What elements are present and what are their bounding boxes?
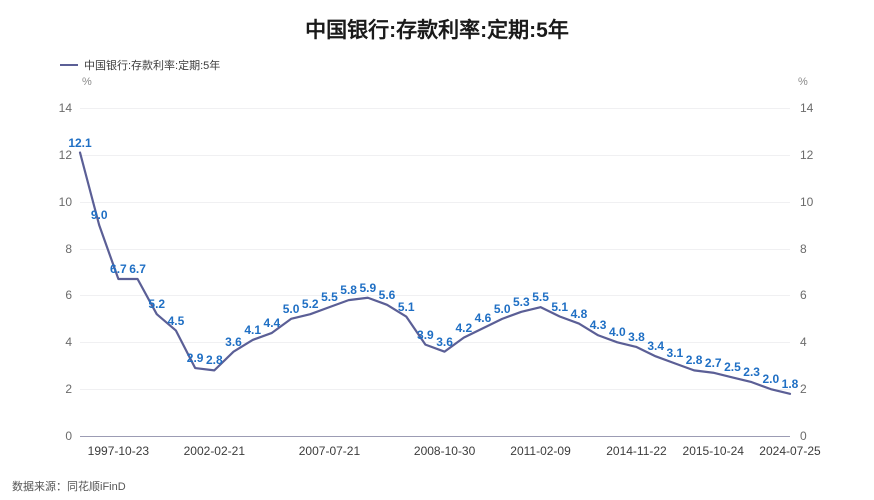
y-axis-tick-label: 12	[800, 147, 814, 162]
data-point-label: 4.5	[167, 313, 185, 328]
x-axis-tick-label: 2008-10-30	[413, 444, 476, 458]
data-point-label: 6.7	[129, 262, 146, 277]
y-axis-tick-label: 4	[800, 335, 807, 350]
x-axis-tick-label: 2011-02-09	[510, 444, 571, 458]
x-axis-tick-label: 2007-07-21	[298, 444, 361, 458]
y-axis-right: 0 2 4 6 8 10 12 14	[800, 101, 826, 443]
gridline	[80, 248, 790, 250]
data-point-label: 6.7	[110, 262, 127, 277]
y-axis-tick-label: 10	[800, 194, 814, 209]
data-point-label: 2.8	[205, 353, 223, 368]
data-point-label: 3.6	[225, 334, 242, 349]
data-point-label: 5.0	[493, 301, 511, 316]
data-point-label: 5.1	[397, 299, 415, 314]
data-point-label: 4.1	[244, 322, 262, 337]
y-axis-tick-label: 6	[800, 288, 807, 303]
series-line-chart	[80, 108, 790, 436]
data-point-label: 1.8	[781, 376, 799, 391]
x-axis-tick-label: 1997-10-23	[87, 444, 150, 458]
x-axis-tick-label: 2015-10-24	[682, 444, 744, 458]
legend-item-label: 中国银行:存款利率:定期:5年	[84, 60, 221, 72]
y-axis-tick-label: 2	[800, 382, 807, 397]
data-point-label: 2.8	[685, 353, 703, 368]
data-point-label: 5.9	[359, 280, 377, 295]
data-point-label: 2.0	[762, 372, 780, 387]
data-point-label: 2.9	[186, 351, 204, 366]
y-axis-tick-label: 14	[58, 101, 72, 115]
data-point-label: 4.2	[455, 320, 473, 335]
data-point-label: 3.6	[436, 334, 453, 349]
source-note: 数据来源：同花顺iFinD	[12, 481, 126, 493]
y-axis-unit-left: %	[82, 76, 92, 88]
data-point-label: 4.3	[589, 318, 607, 333]
y-axis-tick-label: 8	[65, 241, 72, 256]
data-point-label: 4.8	[570, 306, 588, 321]
legend-line-swatch	[60, 64, 78, 66]
data-point-label: 9.0	[90, 208, 108, 223]
y-axis-tick-label: 12	[58, 147, 72, 162]
gridline	[80, 295, 790, 297]
y-axis-tick-label: 4	[65, 335, 72, 350]
chart-title: 中国银行:存款利率:定期:5年	[305, 19, 569, 42]
data-point-label: 5.1	[551, 299, 569, 314]
gridline	[80, 389, 790, 391]
y-axis-tick-label: 10	[58, 194, 72, 209]
chart-legend[interactable]: 中国银行:存款利率:定期:5年	[60, 57, 220, 73]
data-point-label: 2.3	[743, 365, 760, 380]
y-axis-unit-right: %	[798, 76, 808, 88]
y-axis-tick-label: 0	[65, 429, 72, 443]
series-line	[80, 153, 790, 394]
data-point-label: 2.5	[724, 360, 741, 375]
x-axis-tick-label: 2014-11-22	[606, 444, 667, 458]
gridline	[80, 342, 790, 344]
plot-area: 12.1 9.0 6.7 6.7 5.2 4.5 2.9 2.8 3.6 4.1 4.4 5.0 5.2…	[68, 108, 798, 437]
data-point-label: 12.1	[68, 135, 92, 150]
x-axis-tick-label: 2024-07-25	[759, 444, 821, 458]
data-point-label: 3.9	[417, 327, 434, 342]
y-axis-tick-label: 8	[800, 241, 807, 256]
data-point-label: 4.0	[608, 325, 626, 340]
data-point-label: 5.8	[340, 283, 357, 298]
data-point-label: 5.6	[378, 287, 396, 302]
data-point-label: 4.6	[474, 311, 492, 326]
y-axis-tick-label: 6	[65, 288, 72, 303]
y-axis-left: 0 2 4 6 8 10 12 14	[46, 101, 72, 443]
data-point-label: 5.2	[301, 297, 319, 312]
data-point-label: 3.8	[628, 329, 645, 344]
data-point-label: 5.5	[532, 290, 549, 305]
x-axis-tick-label: 2002-02-21	[183, 444, 246, 458]
x-axis-line	[80, 436, 790, 437]
data-point-label: 5.0	[282, 301, 300, 316]
gridline	[80, 108, 790, 109]
gridline	[80, 201, 790, 203]
data-point-label: 5.5	[321, 290, 338, 305]
data-point-label: 4.4	[263, 315, 281, 330]
y-axis-tick-label: 14	[800, 101, 814, 115]
data-point-label: 5.3	[513, 294, 530, 309]
gridline	[80, 154, 790, 156]
data-point-label: 5.2	[148, 297, 166, 312]
data-point-label: 3.4	[647, 339, 665, 354]
y-axis-tick-label: 2	[65, 382, 72, 397]
y-axis-tick-label: 0	[800, 429, 807, 443]
data-point-label: 2.7	[704, 355, 722, 370]
data-point-label: 3.1	[666, 346, 684, 361]
